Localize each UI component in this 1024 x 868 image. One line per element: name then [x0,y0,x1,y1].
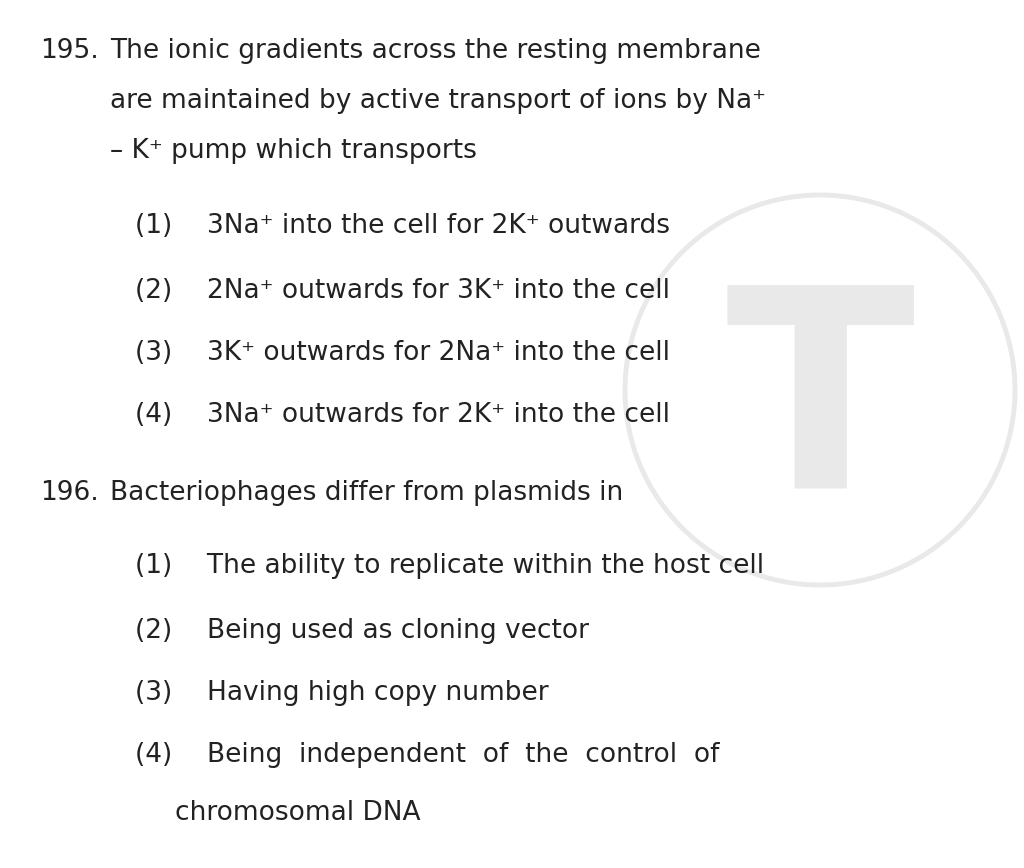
Text: 195.: 195. [40,38,98,64]
Text: are maintained by active transport of ions by Na⁺: are maintained by active transport of io… [110,88,766,114]
Text: (2)  Being used as cloning vector: (2) Being used as cloning vector [135,618,589,644]
Text: (4)  Being  independent  of  the  control  of: (4) Being independent of the control of [135,742,720,768]
Text: T: T [725,275,914,545]
Text: (3)  Having high copy number: (3) Having high copy number [135,680,549,706]
Text: The ionic gradients across the resting membrane: The ionic gradients across the resting m… [110,38,761,64]
Text: Bacteriophages differ from plasmids in: Bacteriophages differ from plasmids in [110,480,624,506]
Text: – K⁺ pump which transports: – K⁺ pump which transports [110,138,477,164]
Text: 196.: 196. [40,480,98,506]
Text: (4)  3Na⁺ outwards for 2K⁺ into the cell: (4) 3Na⁺ outwards for 2K⁺ into the cell [135,402,670,428]
Text: (1)  The ability to replicate within the host cell: (1) The ability to replicate within the … [135,553,764,579]
Text: (2)  2Na⁺ outwards for 3K⁺ into the cell: (2) 2Na⁺ outwards for 3K⁺ into the cell [135,278,670,304]
Text: chromosomal DNA: chromosomal DNA [175,800,421,826]
Text: (1)  3Na⁺ into the cell for 2K⁺ outwards: (1) 3Na⁺ into the cell for 2K⁺ outwards [135,213,670,239]
Text: (3)  3K⁺ outwards for 2Na⁺ into the cell: (3) 3K⁺ outwards for 2Na⁺ into the cell [135,340,670,366]
